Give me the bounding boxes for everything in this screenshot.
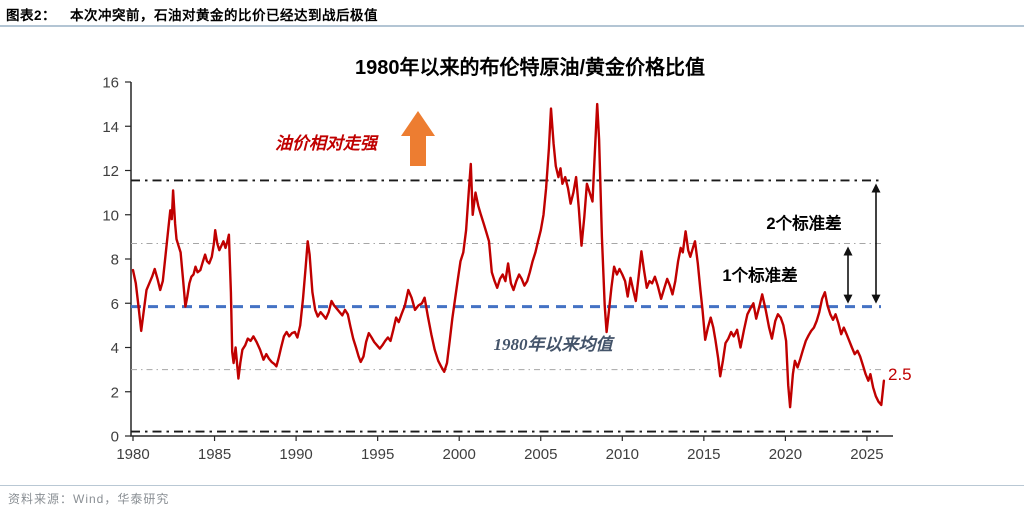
up-arrow-icon [401,111,435,166]
y-axis-tick-label: 2 [111,384,119,401]
arrowhead-down-icon [871,294,881,304]
y-axis-tick-label: 16 [102,75,119,92]
sd-range-arrow [871,183,881,304]
two-sd-label: 2个标准差 [766,213,841,233]
arrowhead-up-icon [871,183,881,193]
arrowhead-down-icon [843,294,853,304]
x-axis-tick-label: 2020 [769,446,802,463]
oil-strength-label: 油价相对走强 [275,134,379,153]
footer-divider [0,485,1024,486]
x-axis-tick-label: 1995 [361,446,394,463]
chart-base-layer: 0 2 4 6 8 10 12 14 16 1980 1985 1990 1995 2000 2005 201… [102,75,893,463]
sd-range-arrow [843,246,853,304]
y-axis-tick-label: 6 [111,296,119,313]
x-axis-tick-label: 2015 [687,446,720,463]
chart-title: 1980年以来的布伦特原油/黄金价格比值 [355,55,705,79]
y-axis-tick-label: 8 [111,252,119,269]
figure-title: 本次冲突前，石油对黄金的比价已经达到战后极值 [70,8,379,23]
arrowhead-up-icon [843,246,853,256]
last-value-label: 2.5 [888,365,912,384]
figure-label: 图表2： [6,8,57,23]
source-note: 资料来源：Wind，华泰研究 [8,492,170,506]
y-axis-tick-label: 0 [111,429,119,446]
axes: 0 2 4 6 8 10 12 14 16 1980 1985 1990 1995 2000 2005 201… [102,75,893,463]
y-axis-tick-label: 10 [102,207,119,224]
x-axis-tick-label: 2005 [524,446,557,463]
y-axis-tick-label: 4 [111,340,119,357]
x-axis-tick-label: 2025 [850,446,883,463]
header-divider [0,25,1024,27]
y-axis-tick-label: 14 [102,119,119,136]
x-axis-tick-label: 1990 [279,446,312,463]
x-axis-tick-label: 2010 [606,446,639,463]
x-axis-tick-label: 1985 [198,446,231,463]
mean-label: 1980年以来均值 [494,335,616,354]
y-axis-tick-label: 12 [102,163,119,180]
one-sd-label: 1个标准差 [722,265,797,285]
x-axis-tick-label: 2000 [443,446,476,463]
figure-header: 图表2： 本次冲突前，石油对黄金的比价已经达到战后极值 [6,4,1018,24]
x-axis-tick-label: 1980 [116,446,149,463]
series-line [131,102,886,409]
